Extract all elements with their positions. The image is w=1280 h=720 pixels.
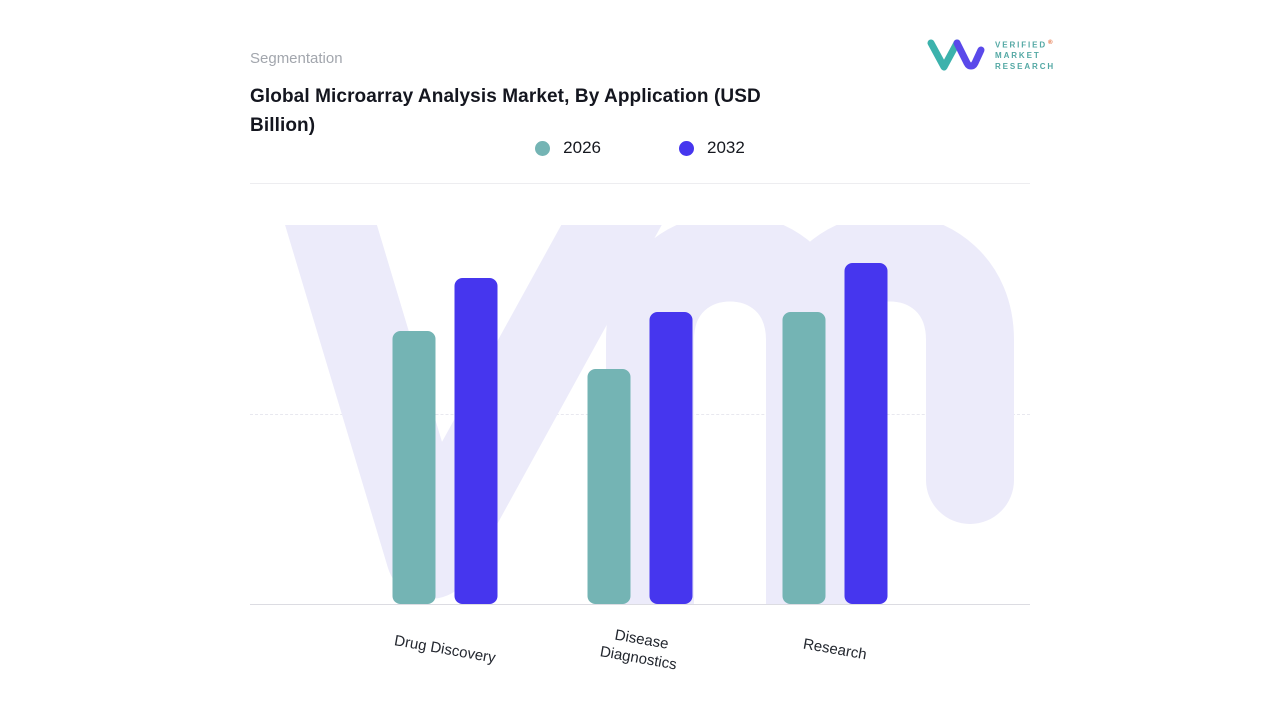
bar-research-2026: [782, 312, 826, 604]
bar-research-2032: [844, 262, 888, 604]
legend-item-2032: 2032: [679, 138, 745, 158]
bar-drug-discovery-2026: [392, 331, 436, 604]
legend-swatch-2026: [535, 140, 551, 156]
header-divider: [250, 183, 1030, 184]
bar-group-disease-diagnostics: [587, 225, 693, 604]
chart-title: Global Microarray Analysis Market, By Ap…: [250, 82, 761, 140]
x-label-disease-diagnostics: Disease Diagnostics: [598, 626, 679, 674]
x-axis-labels: Drug Discovery Disease Diagnostics Researc…: [250, 620, 1030, 690]
bar-group-drug-discovery: [392, 225, 498, 604]
brand-name-line3: RESEARCH: [995, 62, 1056, 72]
brand-word-verified: VERIFIED: [995, 40, 1048, 50]
registered-mark: ®: [1048, 39, 1053, 46]
legend-item-2026: 2026: [535, 138, 601, 158]
x-label-drug-discovery: Drug Discovery: [393, 631, 497, 667]
bar-disease-diagnostics-2032: [649, 312, 693, 604]
bar-drug-discovery-2032: [454, 278, 498, 604]
legend: 2026 2032: [250, 133, 1030, 163]
legend-swatch-2032: [679, 140, 694, 156]
eyebrow-label: Segmentation: [250, 50, 343, 67]
brand-name-line1: VERIFIED®: [995, 38, 1055, 51]
bar-group-research: [782, 225, 888, 604]
legend-label-2032: 2032: [707, 138, 745, 157]
chart-title-line1: Global Microarray Analysis Market, By Ap…: [250, 86, 761, 107]
x-label-research: Research: [801, 635, 869, 663]
chart-title-line2: Billion): [250, 115, 316, 136]
bar-disease-diagnostics-2026: [587, 369, 631, 604]
brand-logo: VERIFIED® MARKET RESEARCH: [926, 36, 1055, 74]
legend-label-2026: 2026: [563, 138, 601, 157]
brand-name: VERIFIED® MARKET RESEARCH: [995, 38, 1055, 73]
plot-area: [250, 225, 1030, 605]
brand-name-line2: MARKET: [995, 51, 1041, 61]
vmr-logo-icon: [927, 39, 985, 71]
